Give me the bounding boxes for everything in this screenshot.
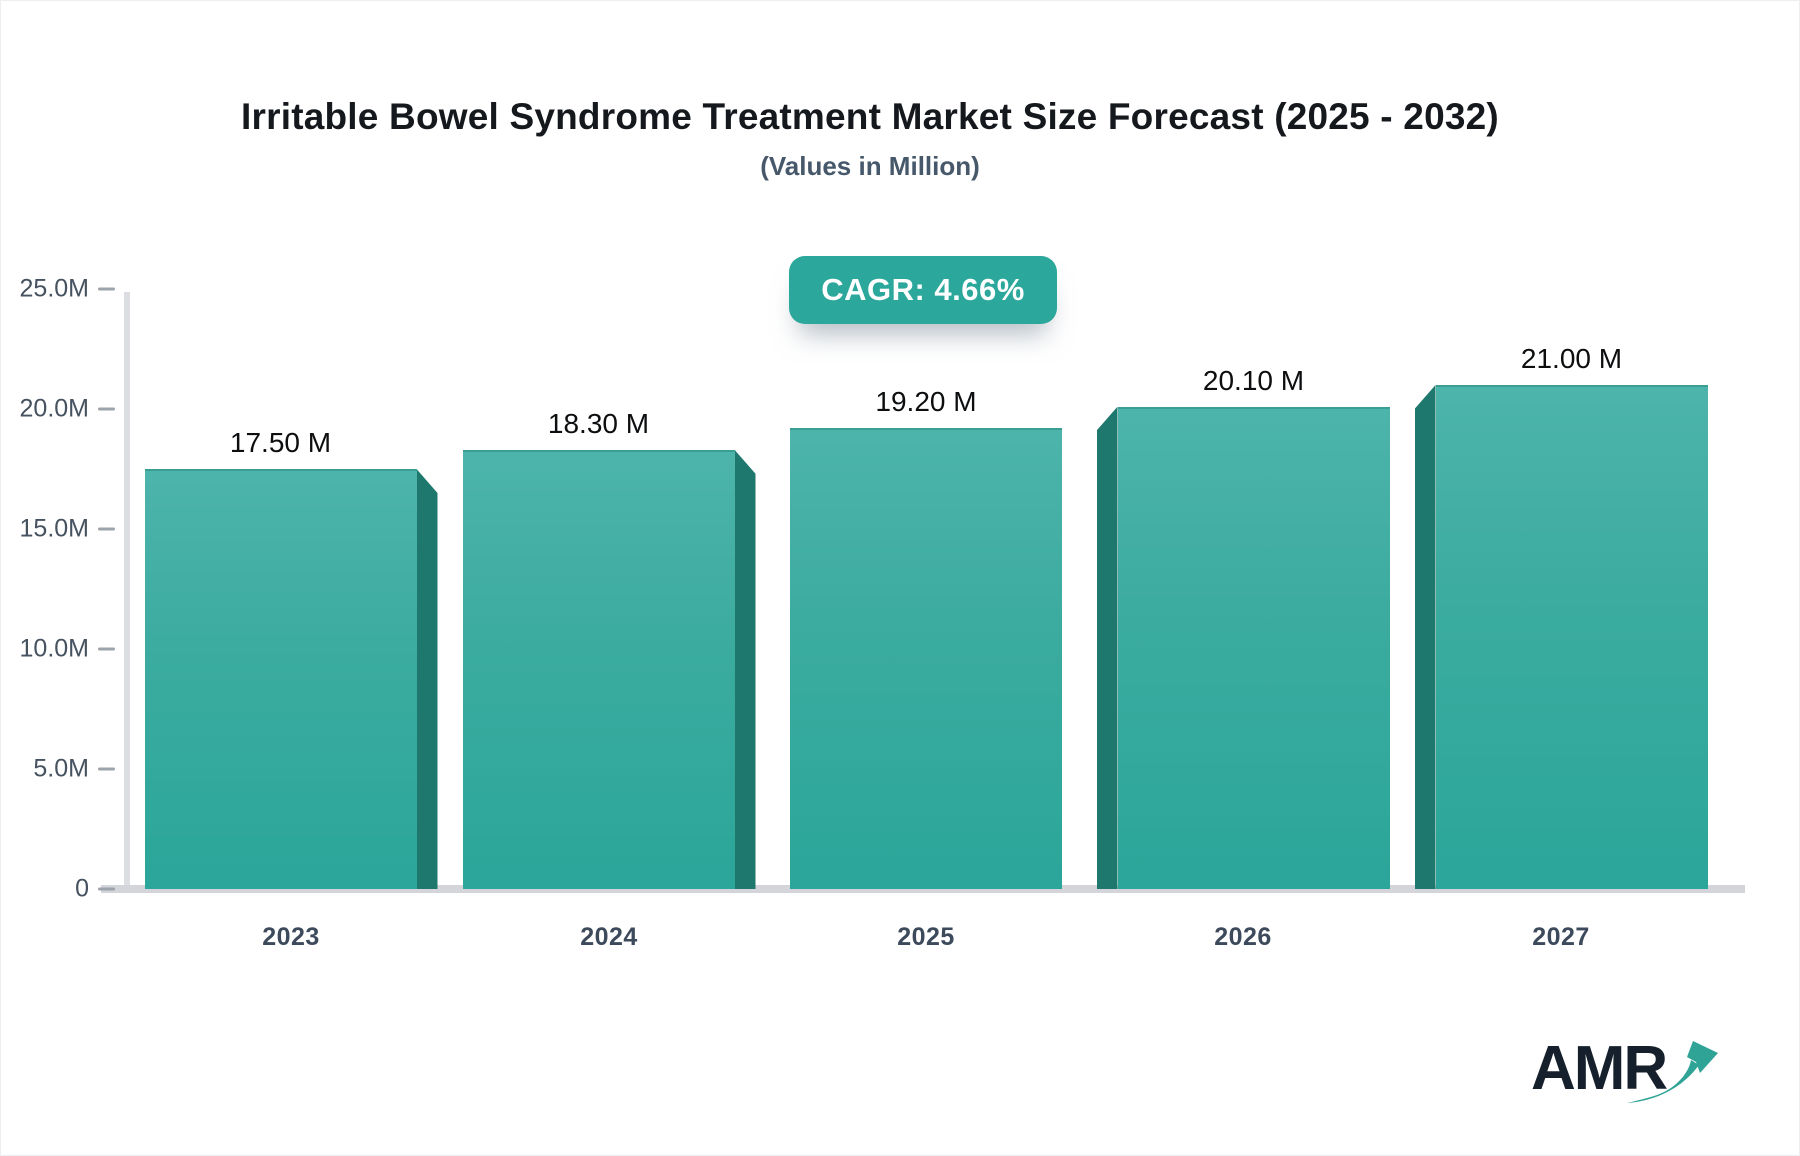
x-tick-label: 2027 [1532,923,1590,951]
chart-title: Irritable Bowel Syndrome Treatment Marke… [241,96,1499,137]
y-tick-dash [98,407,115,411]
x-tick-label: 2023 [262,923,320,951]
trend-up-arrow-icon [1627,1041,1718,1103]
y-tick-label: 5.0M [33,754,89,783]
y-tick-label: 0 [75,874,89,903]
bar [1117,406,1390,889]
bar-value-label: 17.50 M [229,427,332,458]
y-tick-dash [98,887,115,891]
y-tick-label: 20.0M [19,394,89,423]
y-tick-dash [98,647,115,651]
y-tick-dash [98,287,115,291]
x-tick-label: 2024 [580,923,638,951]
bar-3d-side [734,449,756,889]
bar-3d-side [1096,406,1118,889]
bar-3d-side [416,469,438,889]
y-tick-dash [98,767,115,771]
cagr-badge: CAGR: 4.66% [789,256,1057,324]
cagr-badge-label: CAGR: 4.66% [821,272,1025,307]
bar [144,469,417,889]
bar-value-label: 20.10 M [1202,364,1305,396]
amr-logo: AMR [1531,1031,1718,1111]
bar [462,449,735,889]
x-tick-label: 2026 [1214,923,1272,951]
x-tick-label: 2025 [897,923,955,951]
y-tick-label: 10.0M [19,634,89,663]
bar-value-label: 18.30 M [547,407,650,439]
x-axis-baseline [101,885,1745,893]
bar-value-label: 21.00 M [1520,343,1623,374]
y-tick-label: 15.0M [19,514,89,543]
bar-value-label: 19.20 M [875,386,977,418]
chart-subtitle: (Values in Million) [760,151,980,181]
y-tick-label: 25.0M [19,274,89,303]
bar-3d-side [1414,385,1436,889]
amr-logo-text: AMR [1531,1034,1668,1103]
y-tick-dash [98,527,115,531]
bar [790,428,1062,889]
y-axis-line [124,292,130,889]
bar [1435,385,1708,889]
